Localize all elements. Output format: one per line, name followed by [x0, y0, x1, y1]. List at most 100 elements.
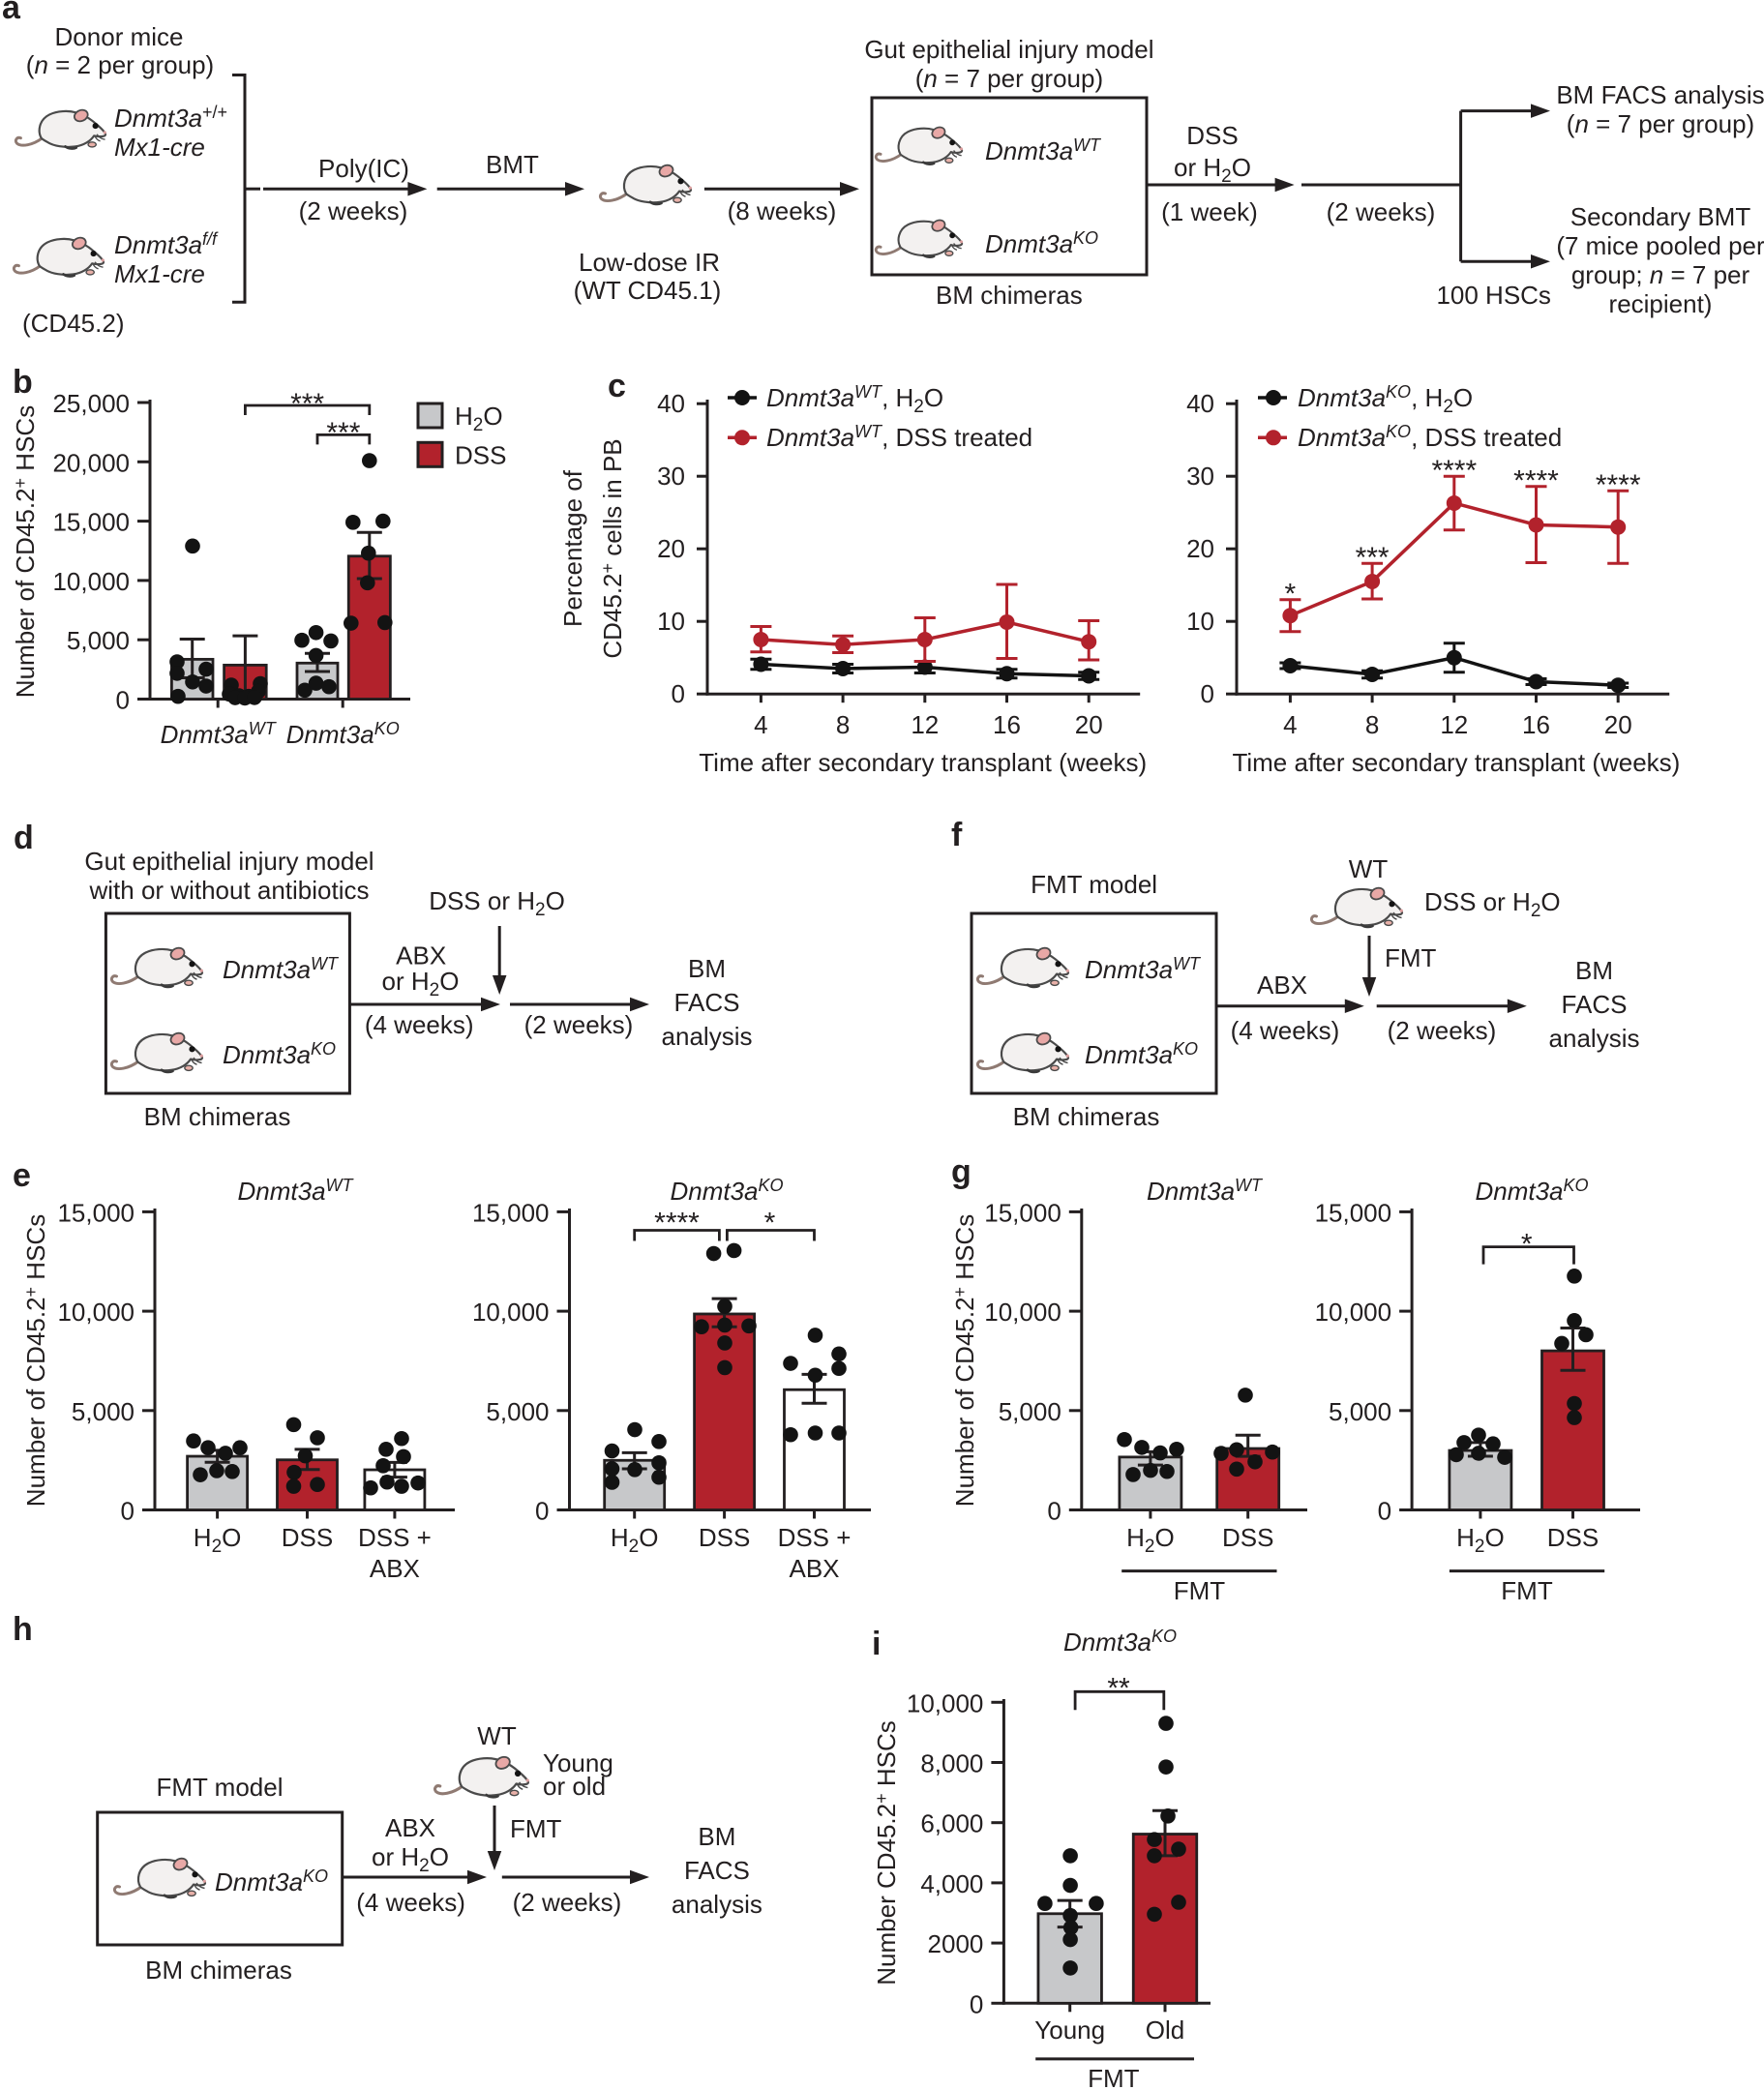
- svg-text:Dnmt3af/f: Dnmt3af/f: [114, 229, 219, 259]
- svg-text:DSS or H2O: DSS or H2O: [429, 886, 565, 920]
- svg-text:Time after secondary transplan: Time after secondary transplant (weeks): [1232, 748, 1680, 777]
- svg-text:6,000: 6,000: [920, 1809, 983, 1838]
- svg-text:ABX: ABX: [1257, 970, 1307, 1000]
- svg-text:analysis: analysis: [662, 1022, 753, 1051]
- svg-text:FACS: FACS: [674, 988, 740, 1017]
- svg-text:20: 20: [1604, 710, 1632, 739]
- svg-text:Number CD45.2+ HSCs: Number CD45.2+ HSCs: [872, 1720, 901, 1986]
- svg-text:15,000: 15,000: [57, 1198, 135, 1227]
- svg-text:ABX: ABX: [789, 1554, 839, 1583]
- svg-text:5,000: 5,000: [486, 1397, 549, 1426]
- svg-text:BM: BM: [698, 1822, 735, 1851]
- svg-text:(WT CD45.1): (WT CD45.1): [574, 276, 722, 305]
- svg-text:2000: 2000: [928, 1929, 984, 1958]
- svg-text:FMT: FMT: [1385, 943, 1437, 972]
- svg-text:(2 weeks): (2 weeks): [1327, 197, 1436, 226]
- svg-text:8,000: 8,000: [920, 1749, 983, 1778]
- svg-text:0: 0: [116, 686, 130, 715]
- svg-text:H2O: H2O: [1126, 1523, 1175, 1557]
- svg-text:Dnmt3aKO: Dnmt3aKO: [985, 228, 1098, 258]
- svg-text:FMT model: FMT model: [1031, 870, 1157, 899]
- svg-text:Mx1-cre: Mx1-cre: [114, 133, 205, 162]
- svg-text:(CD45.2): (CD45.2): [22, 309, 124, 338]
- svg-text:Dnmt3aWT: Dnmt3aWT: [223, 954, 340, 984]
- svg-text:Secondary BMT: Secondary BMT: [1570, 202, 1751, 231]
- svg-text:***: ***: [326, 417, 360, 449]
- svg-text:DSS: DSS: [699, 1523, 750, 1552]
- svg-text:40: 40: [1186, 389, 1214, 418]
- svg-text:Dnmt3aKO: Dnmt3aKO: [223, 1039, 336, 1069]
- svg-text:(n = 7 per group): (n = 7 per group): [1567, 109, 1754, 138]
- svg-text:****: ****: [1513, 465, 1559, 497]
- svg-text:BM chimeras: BM chimeras: [145, 1956, 292, 1985]
- svg-text:Donor mice: Donor mice: [55, 22, 184, 51]
- svg-text:with or without antibiotics: with or without antibiotics: [88, 876, 369, 905]
- svg-text:CD45.2+ cells in PB: CD45.2+ cells in PB: [598, 438, 627, 658]
- svg-text:g: g: [951, 1153, 972, 1190]
- svg-text:analysis: analysis: [672, 1890, 762, 1919]
- svg-text:Dnmt3aWT: Dnmt3aWT: [1085, 954, 1202, 984]
- svg-text:BM chimeras: BM chimeras: [936, 281, 1083, 310]
- svg-text:Dnmt3aWT , H2O: Dnmt3aWT , H2O: [766, 382, 943, 417]
- svg-text:DSS +: DSS +: [358, 1523, 432, 1552]
- svg-text:(n = 7 per group): (n = 7 per group): [915, 64, 1103, 93]
- svg-text:*: *: [764, 1208, 776, 1239]
- svg-text:15,000: 15,000: [1315, 1198, 1392, 1227]
- svg-text:0: 0: [535, 1497, 549, 1526]
- svg-text:Young: Young: [1034, 2015, 1105, 2045]
- svg-text:Dnmt3aKO: Dnmt3aKO: [1085, 1039, 1198, 1069]
- svg-text:Dnmt3aKO: Dnmt3aKO: [215, 1866, 328, 1896]
- svg-text:e: e: [13, 1157, 31, 1194]
- svg-text:10: 10: [657, 607, 685, 636]
- svg-text:DSS: DSS: [455, 441, 506, 470]
- svg-text:10,000: 10,000: [57, 1298, 135, 1327]
- svg-text:or H2O: or H2O: [1174, 153, 1251, 187]
- svg-text:BM: BM: [688, 954, 726, 983]
- svg-text:Low-dose IR: Low-dose IR: [579, 248, 720, 277]
- svg-text:*: *: [1521, 1229, 1533, 1261]
- svg-text:**: **: [1107, 1673, 1130, 1705]
- svg-text:Number of CD45.2+ HSCs: Number of CD45.2+ HSCs: [21, 1214, 50, 1507]
- svg-text:FACS: FACS: [684, 1856, 750, 1885]
- svg-text:20: 20: [657, 534, 685, 563]
- svg-text:FMT: FMT: [1088, 2064, 1140, 2090]
- svg-text:(2 weeks): (2 weeks): [524, 1010, 634, 1039]
- svg-text:ABX: ABX: [385, 1813, 435, 1842]
- svg-text:h: h: [13, 1611, 33, 1648]
- svg-text:or H2O: or H2O: [372, 1842, 449, 1876]
- svg-text:10,000: 10,000: [1315, 1298, 1392, 1327]
- svg-text:(1 week): (1 week): [1161, 197, 1258, 226]
- svg-text:Dnmt3a+/+: Dnmt3a+/+: [114, 103, 227, 133]
- svg-text:4: 4: [1283, 710, 1297, 739]
- svg-text:Poly(IC): Poly(IC): [318, 154, 409, 183]
- svg-text:15,000: 15,000: [52, 508, 130, 537]
- svg-text:Dnmt3aKO , H2O: Dnmt3aKO , H2O: [1298, 382, 1473, 417]
- svg-text:i: i: [872, 1626, 881, 1662]
- svg-text:8: 8: [836, 710, 850, 739]
- svg-text:16: 16: [1522, 710, 1550, 739]
- svg-text:8: 8: [1365, 710, 1379, 739]
- svg-text:f: f: [951, 817, 963, 853]
- svg-text:b: b: [13, 364, 33, 401]
- svg-text:Dnmt3aKO: Dnmt3aKO: [1475, 1176, 1588, 1206]
- svg-text:0: 0: [1378, 1497, 1391, 1526]
- svg-text:Dnmt3aKO: Dnmt3aKO: [670, 1176, 783, 1206]
- svg-text:analysis: analysis: [1549, 1024, 1640, 1053]
- svg-text:10,000: 10,000: [984, 1298, 1061, 1327]
- svg-text:DSS +: DSS +: [778, 1523, 852, 1552]
- svg-text:DSS or H2O: DSS or H2O: [1424, 887, 1561, 921]
- svg-text:12: 12: [911, 710, 939, 739]
- svg-text:(7 mice pooled per: (7 mice pooled per: [1556, 231, 1764, 260]
- svg-text:0: 0: [970, 1989, 983, 2018]
- svg-text:(4 weeks): (4 weeks): [365, 1010, 474, 1039]
- svg-text:Time after secondary transplan: Time after secondary transplant (weeks): [699, 748, 1147, 777]
- svg-text:15,000: 15,000: [472, 1198, 550, 1227]
- svg-text:H2O: H2O: [194, 1523, 242, 1557]
- svg-text:20,000: 20,000: [52, 448, 130, 477]
- svg-text:Dnmt3aWT , DSS treated: Dnmt3aWT , DSS treated: [766, 422, 1032, 452]
- svg-text:40: 40: [657, 389, 685, 418]
- svg-text:c: c: [608, 368, 626, 404]
- svg-text:5,000: 5,000: [67, 626, 130, 655]
- svg-text:FMT: FMT: [1501, 1576, 1553, 1605]
- svg-text:16: 16: [993, 710, 1021, 739]
